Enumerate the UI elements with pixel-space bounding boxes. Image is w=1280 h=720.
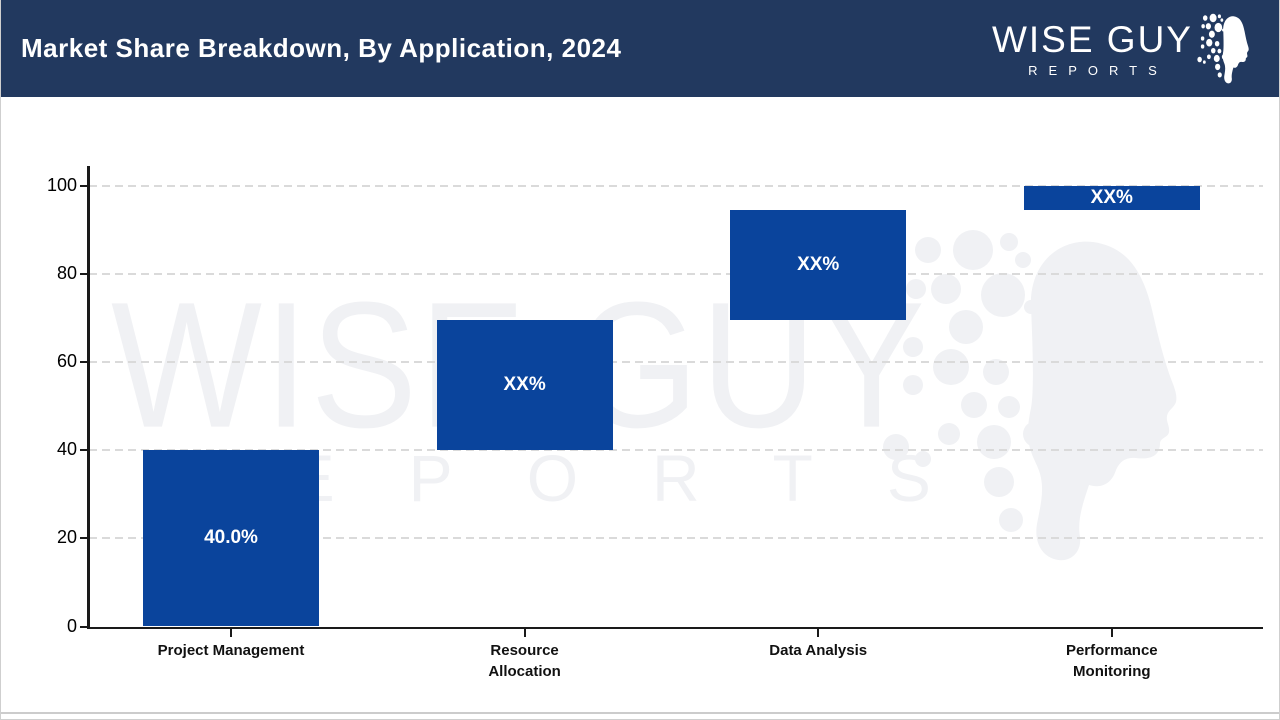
bar-value-label: XX% (1090, 186, 1133, 208)
bar-value-label: 40.0% (204, 527, 258, 549)
wiseguy-logo: WISE GUY REPORTS (992, 6, 1267, 92)
y-tick-label: 80 (56, 262, 77, 283)
x-tick-mark (230, 628, 232, 637)
bar-value-label: XX% (503, 374, 546, 396)
x-tick-label: Project Management (157, 641, 305, 659)
gridline (89, 272, 1263, 275)
logo-subtext: REPORTS (1028, 63, 1168, 78)
y-tick-mark (80, 184, 89, 187)
chart-bar (436, 320, 613, 451)
chart-bar (730, 209, 907, 320)
chart-bar (1023, 185, 1200, 210)
chart-title: Market Share Breakdown, By Application, … (21, 33, 622, 63)
x-tick-label: Performance Monitoring (1065, 641, 1158, 680)
x-axis-spine (87, 626, 1263, 629)
bar-value-label: XX% (797, 253, 840, 275)
x-tick-label: Resource Allocation (488, 641, 561, 680)
y-tick-mark (80, 449, 89, 452)
header-bar: Market Share Breakdown, By Application, … (1, 0, 1279, 97)
chart-bar (143, 450, 319, 627)
x-tick-mark (523, 628, 526, 637)
gridline (89, 449, 1263, 452)
y-axis-spine (87, 166, 90, 629)
gridline (89, 184, 1263, 187)
y-tick-label: 60 (56, 350, 77, 371)
y-tick-label: 20 (56, 527, 77, 548)
x-tick-mark (817, 628, 820, 637)
y-tick-mark (80, 360, 89, 363)
wiseguy-face-logo-icon (1197, 13, 1249, 84)
bottom-rule (1, 712, 1279, 714)
y-tick-label: 40 (56, 439, 77, 460)
y-tick-label: 100 (46, 174, 77, 195)
x-tick-label: Data Analysis (769, 641, 868, 659)
y-tick-label: 0 (66, 615, 77, 636)
y-tick-mark (80, 537, 89, 540)
logo-text: WISE GUY REPORTS (991, 19, 1193, 79)
y-tick-mark (80, 625, 89, 628)
y-tick-mark (80, 272, 89, 275)
gridline (89, 360, 1263, 363)
gridline (89, 537, 1263, 540)
logo-wordmark: WISE GUY (991, 19, 1193, 60)
x-tick-mark (1110, 628, 1113, 637)
